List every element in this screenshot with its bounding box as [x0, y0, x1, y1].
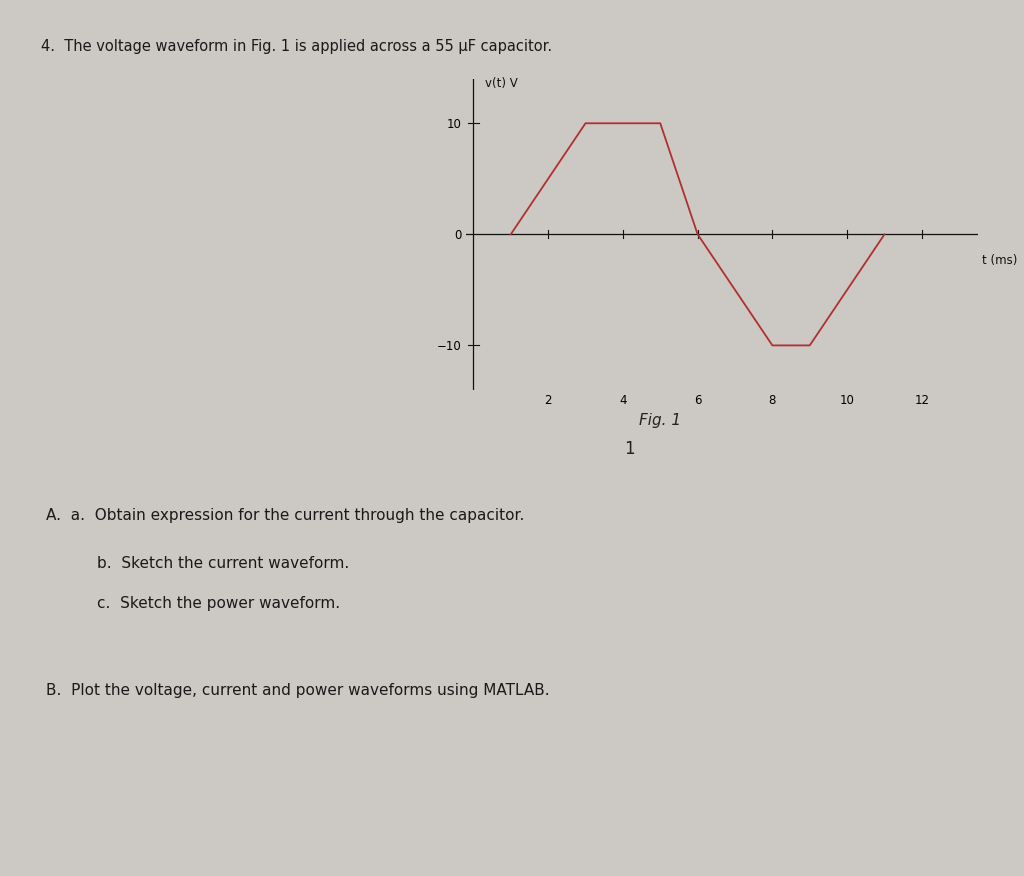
Text: c.  Sketch the power waveform.: c. Sketch the power waveform.: [97, 596, 340, 611]
Text: B.  Plot the voltage, current and power waveforms using MATLAB.: B. Plot the voltage, current and power w…: [46, 683, 550, 698]
Text: v(t) V: v(t) V: [484, 76, 517, 89]
Text: Fig. 1: Fig. 1: [639, 413, 682, 428]
Text: A.  a.  Obtain expression for the current through the capacitor.: A. a. Obtain expression for the current …: [46, 508, 524, 523]
Text: 4.  The voltage waveform in Fig. 1 is applied across a 55 μF capacitor.: 4. The voltage waveform in Fig. 1 is app…: [41, 39, 552, 54]
Text: b.  Sketch the current waveform.: b. Sketch the current waveform.: [97, 556, 349, 571]
Text: t (ms): t (ms): [982, 254, 1017, 267]
Text: 1: 1: [625, 440, 635, 458]
